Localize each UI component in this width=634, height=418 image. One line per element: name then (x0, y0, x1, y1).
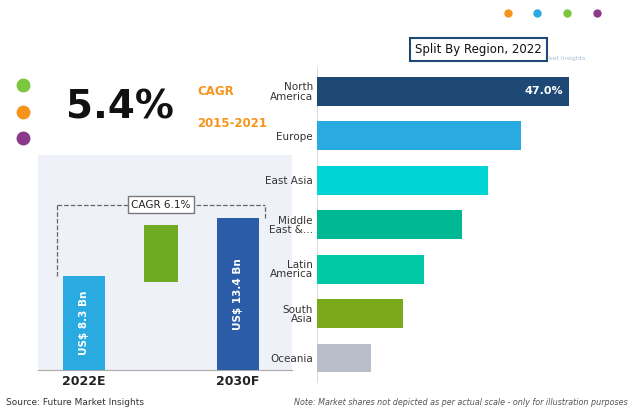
Text: 2015-2021: 2015-2021 (197, 117, 267, 130)
Text: Split By Region, 2022: Split By Region, 2022 (415, 43, 542, 56)
Text: Future Market Insights: Future Market Insights (515, 56, 585, 61)
Text: 47.0%: 47.0% (525, 87, 564, 96)
Bar (317, 121, 521, 150)
Bar (63, 276, 105, 370)
Text: Note: Market shares not depicted as per actual scale - only for illustration pur: Note: Market shares not depicted as per … (294, 398, 628, 407)
Text: CAGR: CAGR (197, 85, 234, 98)
Text: Analysis 2022-2030: Analysis 2022-2030 (11, 43, 173, 58)
Text: US$ 13.4 Bn: US$ 13.4 Bn (233, 258, 243, 330)
Bar (317, 77, 569, 106)
Bar (217, 218, 259, 370)
Bar (317, 344, 370, 372)
Text: Source: Future Market Insights: Source: Future Market Insights (6, 398, 145, 407)
Text: fmi: fmi (529, 27, 571, 48)
Text: 5.4%: 5.4% (66, 89, 174, 127)
Text: CAGR 6.1%: CAGR 6.1% (131, 199, 191, 209)
Bar (317, 166, 488, 195)
Bar (317, 299, 403, 328)
Bar (144, 225, 178, 282)
Bar (317, 255, 424, 283)
Text: US$ 8.3 Bn: US$ 8.3 Bn (79, 291, 89, 355)
Bar (317, 210, 462, 239)
Text: Global Swab and Viral Transport Medium Market: Global Swab and Viral Transport Medium M… (11, 12, 412, 27)
